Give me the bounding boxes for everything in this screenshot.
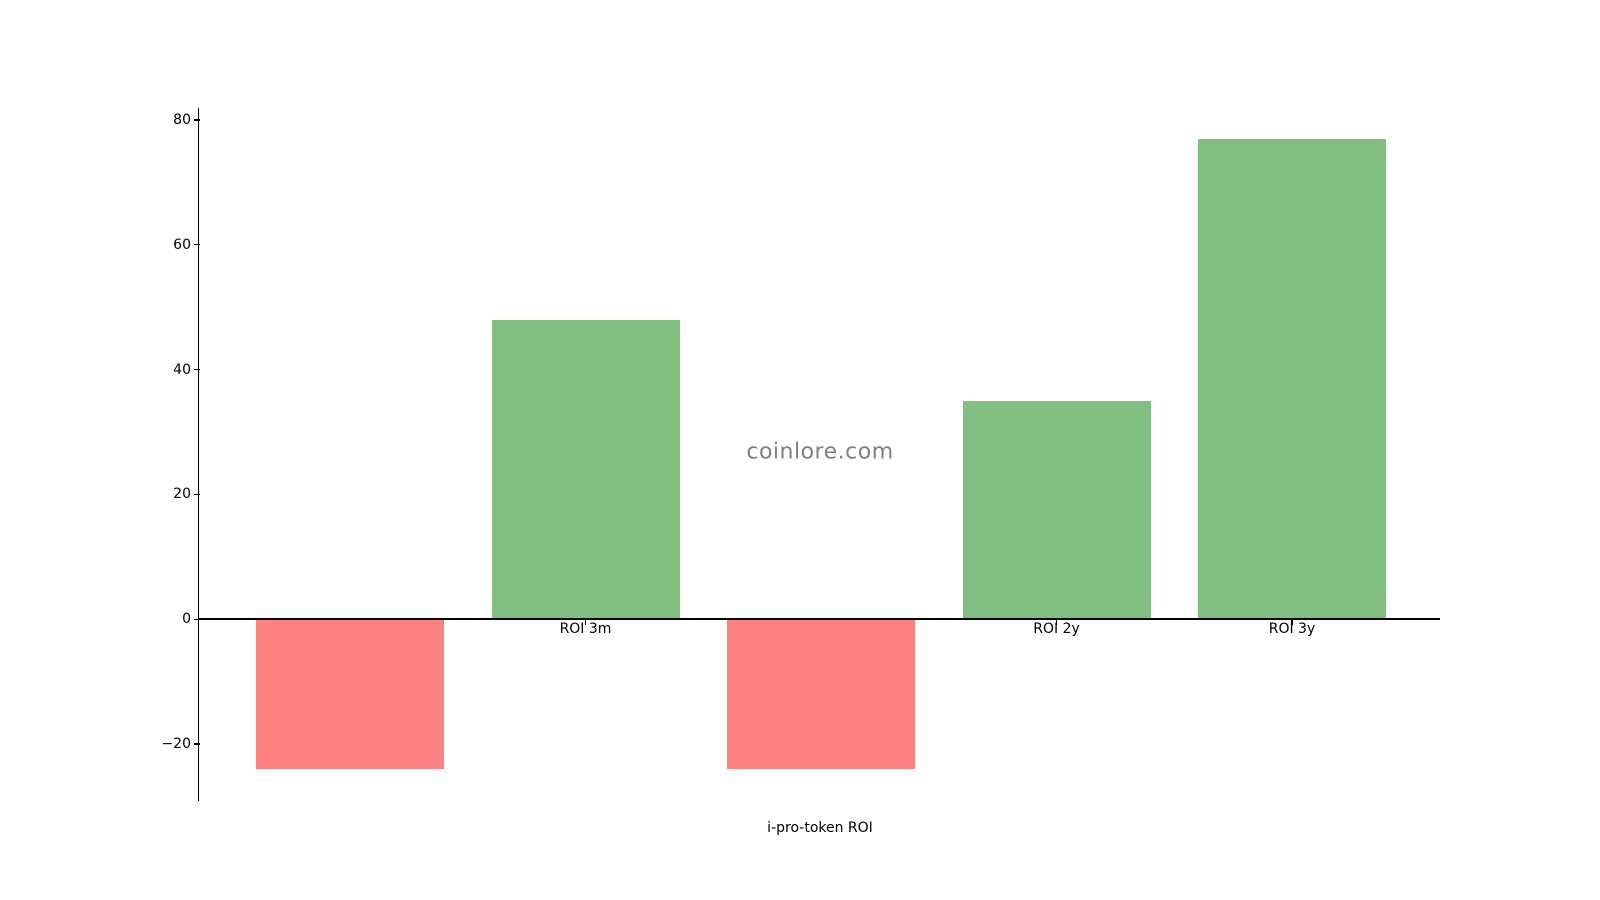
y-tick-mark [193,243,200,246]
y-tick-mark [193,368,200,371]
x-axis-label: i-pro-token ROI [767,820,873,836]
y-tick-label: 20 [173,486,191,503]
x-tick-label: ROI 2y [1033,621,1080,638]
y-tick-mark [193,618,200,621]
bar-unlabeled-3 [727,619,915,770]
y-tick-label: 40 [173,361,191,378]
x-tick-mark [1291,619,1293,626]
y-tick-mark [193,743,200,745]
x-tick-label: ROI 3y [1268,621,1316,638]
x-tick-mark [584,619,587,626]
watermark-text: coinlore.com [746,439,894,465]
x-axis-zero-line [199,618,1440,620]
x-tick-mark [1055,619,1058,626]
y-tick-label: −20 [161,736,191,753]
y-tick-label: 80 [173,111,191,128]
y-tick-mark [193,119,200,121]
bar-roi-3y [1198,138,1386,620]
bar-roi-3m [491,319,680,620]
bar-roi-2y [962,400,1151,620]
y-tick-label: 0 [182,611,191,628]
y-tick-mark [193,493,200,496]
y-axis-spine [197,108,199,801]
y-tick-label: 60 [173,236,191,253]
x-tick-label: ROI 3m [559,621,612,638]
bar-unlabeled-1 [256,619,444,770]
